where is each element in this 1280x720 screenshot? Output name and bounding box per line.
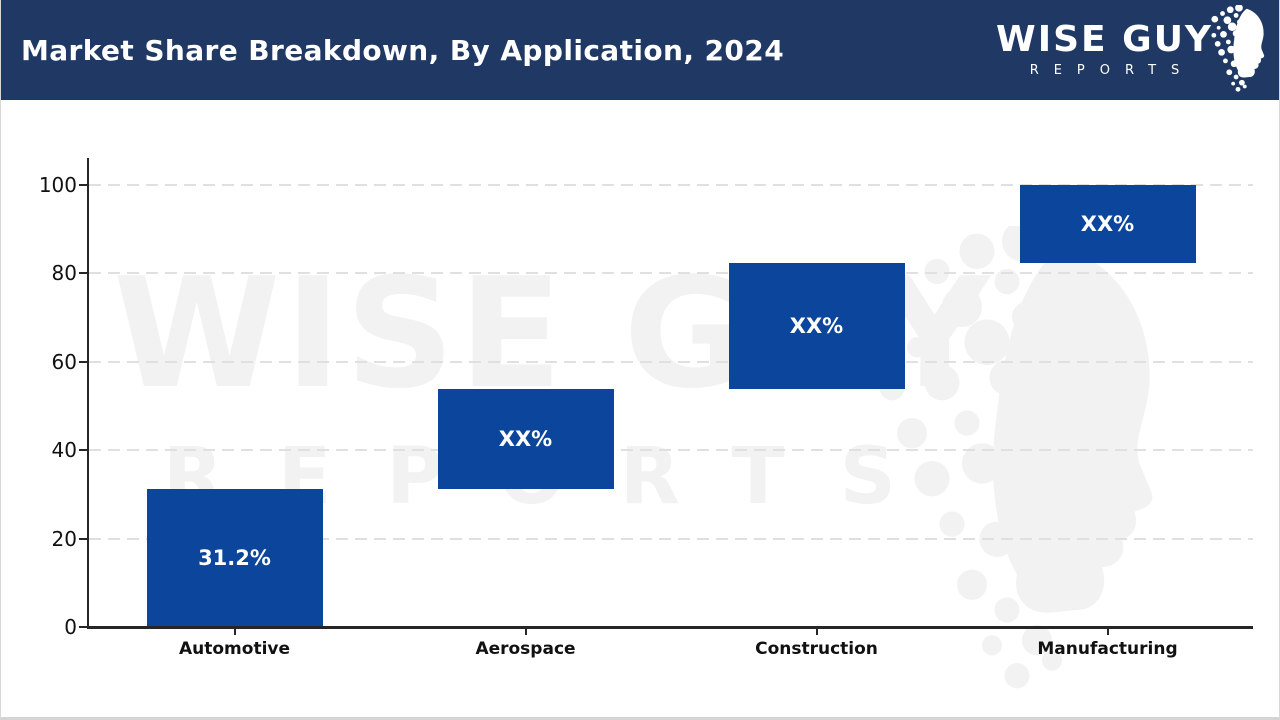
chart-area: WISE GUY REPORTS 02040608010031.2%XX%XX%… <box>1 100 1279 717</box>
y-tick-label: 60 <box>51 349 77 374</box>
x-axis <box>87 626 1253 629</box>
y-tick-mark <box>79 449 88 452</box>
bar-automotive: 31.2% <box>146 489 323 627</box>
brand-head-icon <box>1211 5 1265 92</box>
chart-title: Market Share Breakdown, By Application, … <box>21 33 785 67</box>
y-tick-label: 0 <box>64 615 77 639</box>
y-tick-label: 100 <box>38 173 77 197</box>
bar-aerospace: XX% <box>437 389 614 490</box>
x-tick-mark <box>1106 627 1109 635</box>
y-tick-label: 40 <box>51 438 77 463</box>
gridline <box>89 449 1253 452</box>
x-tick-mark <box>815 627 818 635</box>
bar-manufacturing: XX% <box>1019 185 1196 263</box>
brand-name: WISE GUY <box>995 19 1213 60</box>
brand-subtitle: REPORTS <box>1029 63 1195 78</box>
y-axis <box>87 158 89 629</box>
gridline <box>89 272 1253 275</box>
bar-construction: XX% <box>728 262 905 390</box>
y-tick-mark <box>79 360 88 363</box>
bar-value-label: XX% <box>1080 211 1135 236</box>
gridline <box>89 537 1253 540</box>
header-bar: Market Share Breakdown, By Application, … <box>1 0 1279 100</box>
plot-region: 0 20 40 60 80 100 31.2% XX% XX% XX% Automotive Aero… <box>1 100 1279 717</box>
brand-logo-text: WISE GUY REPORTS <box>995 19 1213 79</box>
y-tick-label: 80 <box>51 261 77 286</box>
y-tick-label: 20 <box>51 526 77 551</box>
y-tick-mark <box>79 184 88 186</box>
y-tick-mark <box>79 537 88 540</box>
y-tick-mark <box>79 272 88 275</box>
bar-value-label: XX% <box>789 313 844 338</box>
x-category-label: Construction <box>755 639 878 659</box>
bar-value-label: XX% <box>498 427 553 452</box>
y-tick-mark <box>79 626 88 628</box>
gridline <box>89 184 1253 186</box>
x-category-label: Manufacturing <box>1037 639 1178 659</box>
gridline <box>89 360 1253 363</box>
x-category-label: Aerospace <box>475 639 576 659</box>
bar-value-label: 31.2% <box>198 546 271 571</box>
x-tick-mark <box>233 627 236 635</box>
x-category-label: Automotive <box>178 639 291 659</box>
x-tick-mark <box>524 627 527 635</box>
brand-logo: WISE GUY REPORTS <box>996 5 1267 95</box>
